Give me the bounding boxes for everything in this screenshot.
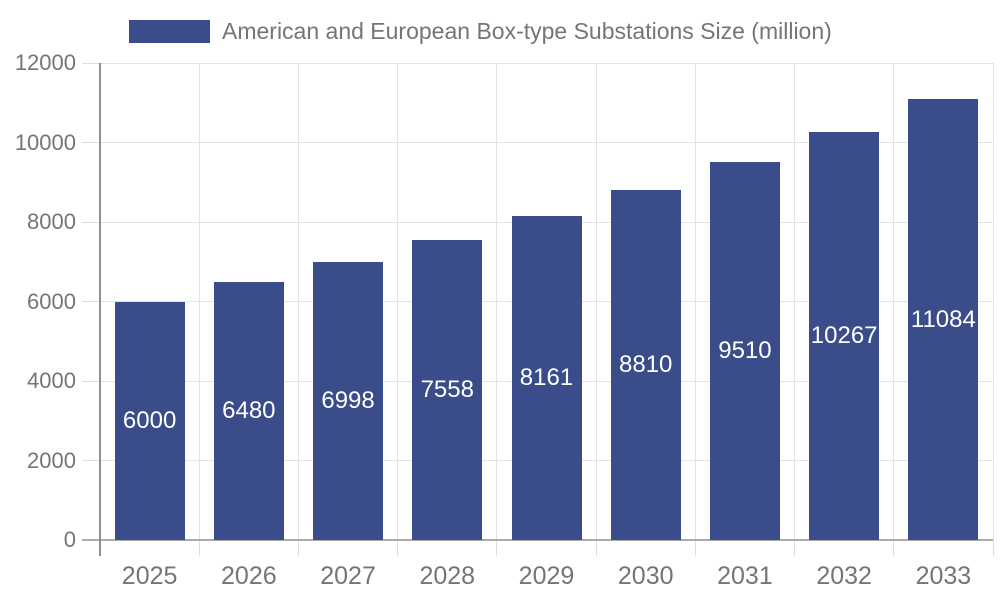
gridline-vertical: [496, 63, 498, 540]
bar[interactable]: 9510: [709, 161, 780, 540]
x-axis-tick: [694, 540, 696, 556]
x-axis-category-label: 2025: [121, 562, 178, 590]
x-axis-category-label: 2031: [717, 562, 773, 590]
x-axis-category-label: 2030: [617, 562, 674, 590]
bar-value-label: 6000: [122, 406, 177, 434]
bar[interactable]: 6000: [114, 301, 185, 540]
x-axis-category-label: 2033: [915, 562, 972, 590]
y-axis-tick-label: 12000: [14, 50, 76, 75]
bar[interactable]: 6480: [213, 282, 284, 540]
x-axis-category-label: 2026: [221, 562, 277, 590]
y-axis-tick-label: 2000: [27, 447, 76, 473]
y-axis-tick-label: 0: [63, 527, 76, 552]
bar-value-label: 7558: [420, 375, 474, 403]
x-axis-line: [82, 539, 993, 541]
bar[interactable]: 8810: [610, 189, 681, 540]
bar[interactable]: 6998: [313, 261, 384, 540]
y-axis-tick: [82, 221, 100, 223]
gridline-vertical: [694, 63, 696, 540]
bar-value-label: 8161: [519, 363, 574, 391]
y-axis-line: [99, 63, 101, 556]
x-axis-tick: [794, 540, 796, 556]
y-axis-tick: [82, 460, 100, 461]
bar-value-label: 6998: [321, 386, 375, 414]
y-axis-tick: [82, 380, 100, 382]
bar[interactable]: 11084: [908, 99, 979, 540]
x-axis-tick: [198, 540, 200, 556]
y-axis-tick: [82, 301, 100, 302]
gridline-vertical: [893, 63, 895, 540]
bar-value-label: 8810: [619, 350, 673, 378]
gridline-vertical: [297, 63, 299, 540]
bar-value-label: 9510: [718, 336, 772, 364]
gridline-horizontal: [100, 62, 993, 64]
gridline-vertical: [992, 63, 994, 540]
y-axis-tick-label: 4000: [27, 368, 76, 393]
x-axis-category-label: 2028: [419, 562, 476, 590]
gridline-vertical: [397, 63, 399, 540]
bar[interactable]: 7558: [412, 239, 483, 540]
bar-value-label: 11084: [910, 305, 976, 333]
x-axis-tick: [595, 540, 597, 556]
x-axis-category-label: 2032: [816, 562, 872, 590]
x-axis-tick: [992, 540, 994, 556]
x-axis-tick: [397, 540, 399, 556]
gridline-vertical: [595, 63, 597, 540]
y-axis-tick: [82, 142, 100, 143]
x-axis-tick: [297, 540, 299, 556]
bar-value-label: 6480: [222, 397, 276, 425]
gridline-vertical: [794, 63, 796, 540]
legend-swatch: [129, 19, 210, 43]
bar-value-label: 10267: [810, 321, 878, 349]
y-axis-tick: [82, 62, 100, 64]
y-axis-tick-label: 8000: [27, 209, 76, 234]
x-axis-category-label: 2029: [518, 562, 575, 590]
legend-item[interactable]: American and European Box-type Substatio…: [129, 17, 832, 45]
gridline-horizontal: [100, 142, 993, 143]
x-axis-tick: [893, 540, 895, 556]
y-axis-tick-label: 10000: [14, 129, 76, 155]
gridline-vertical: [198, 63, 200, 540]
bar[interactable]: 10267: [809, 131, 880, 540]
x-axis-tick: [496, 540, 498, 556]
bar[interactable]: 8161: [511, 215, 582, 540]
x-axis-category-label: 2027: [320, 562, 376, 590]
legend-label: American and European Box-type Substatio…: [222, 18, 832, 44]
y-axis-tick-label: 6000: [27, 288, 76, 314]
